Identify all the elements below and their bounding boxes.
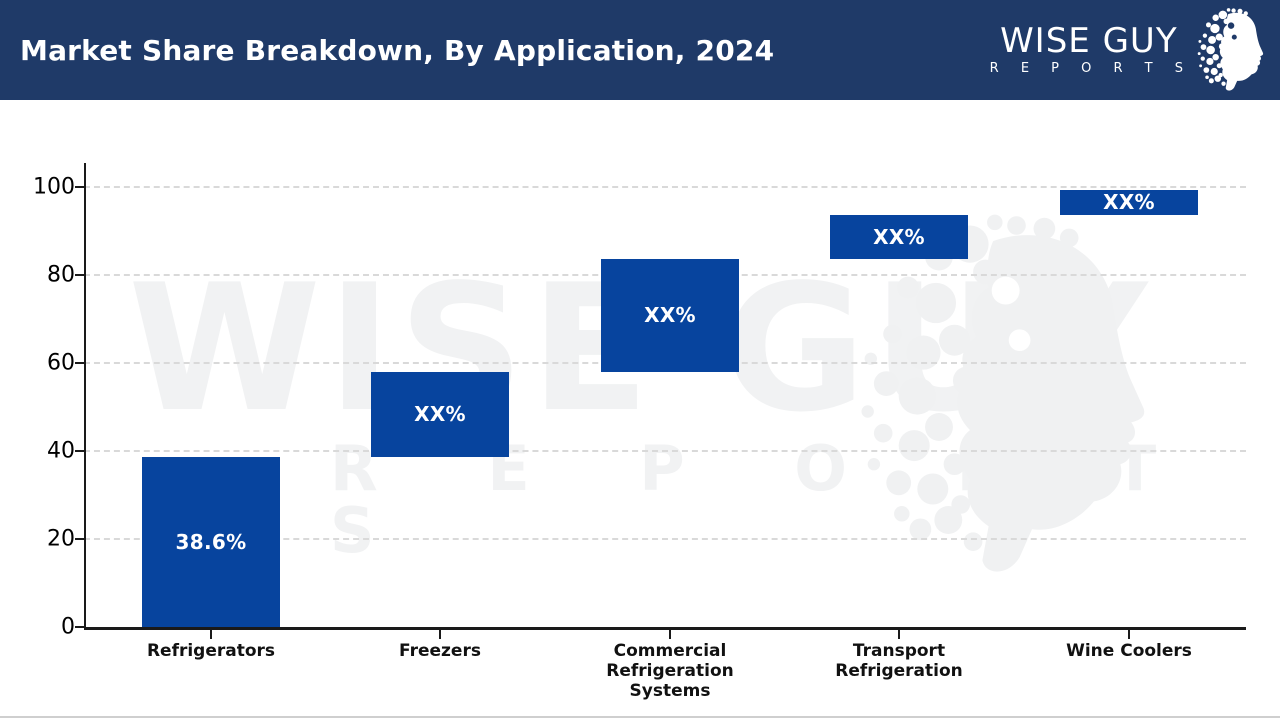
- x-tick-mark: [669, 630, 671, 639]
- bar-value-label: XX%: [1103, 190, 1155, 215]
- header-band: Market Share Breakdown, By Application, …: [0, 0, 1280, 100]
- chart-bar: XX%: [830, 215, 968, 260]
- page-title: Market Share Breakdown, By Application, …: [20, 33, 775, 67]
- y-tick-mark: [75, 362, 84, 364]
- category-label: Refrigerators: [146, 641, 276, 661]
- y-tick-label: 0: [61, 614, 75, 640]
- chart-bar: XX%: [1060, 189, 1198, 216]
- x-tick-mark: [210, 630, 212, 639]
- y-tick-mark: [75, 538, 84, 540]
- x-tick-mark: [898, 630, 900, 639]
- x-tick-mark: [1128, 630, 1130, 639]
- logo-reports-text: R E P O R T S: [989, 60, 1192, 76]
- y-gridline: [84, 186, 1246, 188]
- x-axis-line: [84, 627, 1246, 630]
- waterfall-chart: 0 20 40 60 80 100 38.6% Refrigerators XX% Freezer…: [0, 100, 1280, 718]
- y-tick-mark: [75, 186, 84, 188]
- bar-value-label: XX%: [414, 402, 466, 427]
- category-label: Transport Refrigeration: [835, 641, 963, 681]
- chart-bar: XX%: [371, 371, 509, 458]
- y-tick-mark: [75, 274, 84, 276]
- y-tick-mark: [75, 450, 84, 452]
- brand-logo: WISE GUY R E P O R T S: [986, 7, 1266, 93]
- bar-value-label: 38.6%: [175, 530, 247, 555]
- logo-wordmark: WISE GUY R E P O R T S: [986, 21, 1192, 76]
- y-tick-label: 40: [47, 438, 75, 464]
- y-gridline: [84, 450, 1246, 452]
- y-gridline: [84, 538, 1246, 540]
- chart-bar: XX%: [601, 259, 739, 372]
- y-tick-label: 100: [33, 174, 75, 200]
- category-label: Freezers: [399, 641, 481, 661]
- bottom-border-line: [0, 716, 1280, 718]
- y-tick-label: 60: [47, 350, 75, 376]
- y-tick-mark: [75, 626, 84, 628]
- y-tick-label: 20: [47, 526, 75, 552]
- y-tick-label: 80: [47, 262, 75, 288]
- wiseguy-head-icon: [1194, 7, 1266, 93]
- y-axis-line: [84, 163, 86, 630]
- bar-value-label: XX%: [873, 225, 925, 250]
- category-label: Wine Coolers: [1066, 641, 1192, 661]
- bar-value-label: XX%: [644, 303, 696, 328]
- x-tick-mark: [439, 630, 441, 639]
- category-label: Commercial Refrigeration Systems: [606, 641, 734, 701]
- chart-bar: 38.6%: [142, 457, 280, 627]
- logo-name-text: WISE GUY: [1000, 21, 1178, 62]
